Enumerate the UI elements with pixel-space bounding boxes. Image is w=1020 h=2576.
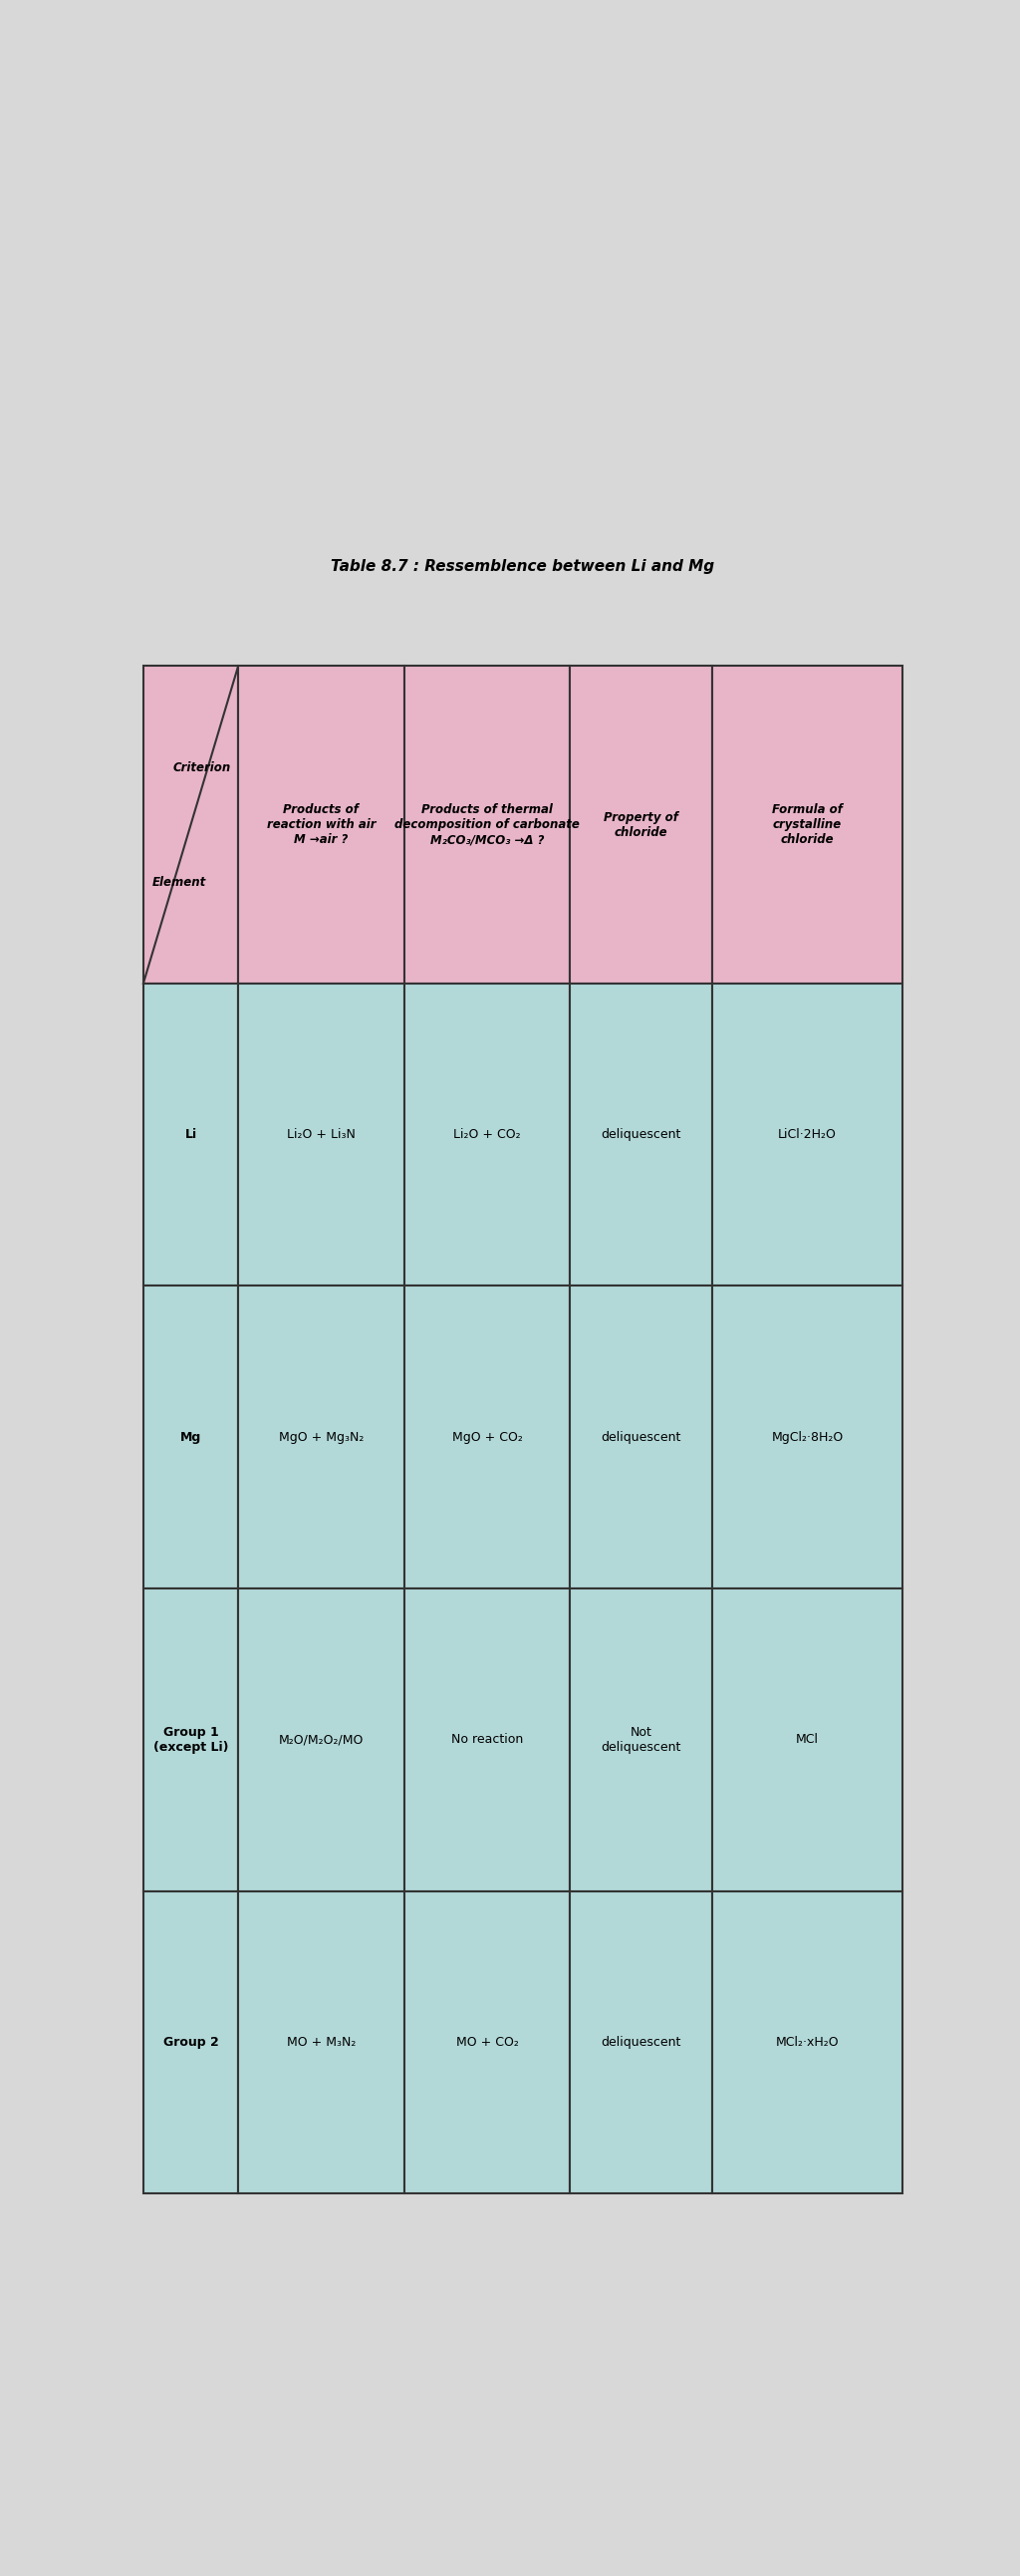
Text: MO + M₃N₂: MO + M₃N₂ [287,2035,356,2048]
Text: Li₂O + CO₂: Li₂O + CO₂ [454,1128,521,1141]
Text: MgCl₂·8H₂O: MgCl₂·8H₂O [771,1430,844,1443]
Bar [239,1891,404,2192]
Bar [570,1285,712,1589]
Text: Table 8.7 : Ressemblence between Li and Mg: Table 8.7 : Ressemblence between Li and … [330,559,715,574]
Text: Not
deliquescent: Not deliquescent [602,1726,681,1754]
Bar [143,984,239,1285]
Bar [570,1589,712,1891]
Bar [712,984,903,1285]
Text: deliquescent: deliquescent [602,1128,681,1141]
Bar [404,1589,570,1891]
Text: Group 1
(except Li): Group 1 (except Li) [153,1726,228,1754]
Text: Property of
chloride: Property of chloride [604,811,678,840]
Bar [143,1589,239,1891]
Bar [143,667,239,984]
Bar [712,1589,903,1891]
Bar [143,1285,239,1589]
Bar [404,667,570,984]
Text: Products of
reaction with air
M →air ?: Products of reaction with air M →air ? [266,804,375,848]
Text: MCl₂·xH₂O: MCl₂·xH₂O [775,2035,839,2048]
Bar [143,1891,239,2192]
Bar [570,984,712,1285]
Bar [239,984,404,1285]
Bar [239,1285,404,1589]
Text: No reaction: No reaction [451,1734,523,1747]
Text: LiCl·2H₂O: LiCl·2H₂O [778,1128,836,1141]
Text: Li₂O + Li₃N: Li₂O + Li₃N [287,1128,356,1141]
Text: Criterion: Criterion [173,762,232,775]
Text: Element: Element [152,876,206,889]
Bar [570,667,712,984]
Text: deliquescent: deliquescent [602,1430,681,1443]
Text: Group 2: Group 2 [163,2035,218,2048]
Bar [239,1589,404,1891]
Bar [712,667,903,984]
Text: MCl: MCl [796,1734,819,1747]
Bar [404,984,570,1285]
Text: Mg: Mg [181,1430,201,1443]
Text: deliquescent: deliquescent [602,2035,681,2048]
Text: MgO + CO₂: MgO + CO₂ [452,1430,522,1443]
Text: MO + CO₂: MO + CO₂ [456,2035,518,2048]
Bar [239,667,404,984]
Bar [404,1891,570,2192]
Text: Products of thermal
decomposition of carbonate
M₂CO₃/MCO₃ →Δ ?: Products of thermal decomposition of car… [395,804,579,848]
Text: M₂O/M₂O₂/MO: M₂O/M₂O₂/MO [278,1734,364,1747]
Bar [570,1891,712,2192]
Bar [712,1285,903,1589]
Text: Li: Li [185,1128,197,1141]
Bar [712,1891,903,2192]
Bar [404,1285,570,1589]
Text: Formula of
crystalline
chloride: Formula of crystalline chloride [772,804,843,848]
Text: MgO + Mg₃N₂: MgO + Mg₃N₂ [278,1430,364,1443]
